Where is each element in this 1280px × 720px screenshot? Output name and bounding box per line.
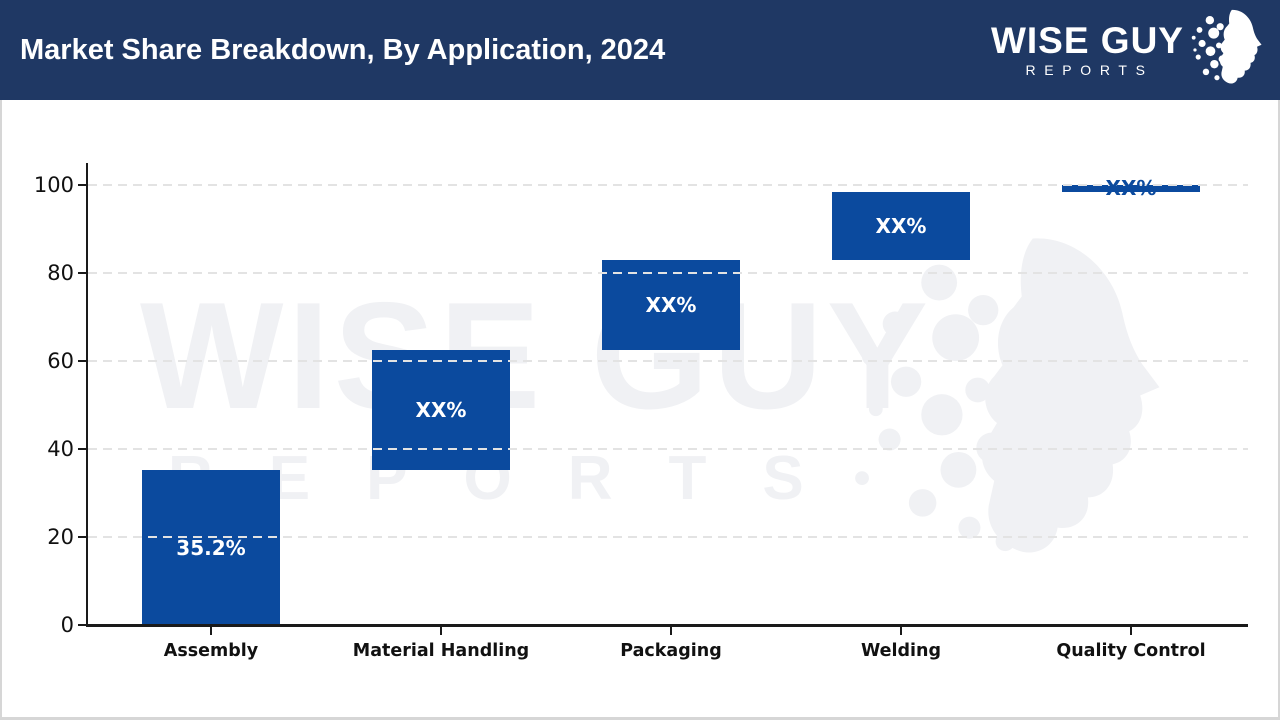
y-tick-mark <box>78 272 86 274</box>
x-axis-label-welding: Welding <box>860 641 942 661</box>
y-axis-tick-label: 40 <box>47 437 74 461</box>
page-border-bottom <box>0 717 1280 720</box>
brand-logo: WISE GUY REPORTS <box>991 6 1280 94</box>
bar-value-label: 35.2% <box>176 535 246 560</box>
header: Market Share Breakdown, By Application, … <box>0 0 1280 100</box>
y-tick-mark <box>78 184 86 186</box>
x-axis-label-material-handling: Material Handling <box>352 641 530 661</box>
x-tick-mark <box>440 627 442 635</box>
bar-value-label: XX% <box>875 213 927 238</box>
bar-value-label: XX% <box>1105 176 1157 201</box>
bar-welding <box>832 191 970 260</box>
y-axis-tick-label: 60 <box>47 349 74 373</box>
y-axis-tick-label: 100 <box>33 173 74 197</box>
bar-value-label: XX% <box>645 292 697 317</box>
gridline-20 <box>88 536 1248 538</box>
y-tick-mark <box>78 624 86 626</box>
bar-assembly <box>142 470 280 625</box>
x-tick-mark <box>900 627 902 635</box>
gridline-80 <box>88 272 1248 274</box>
watermark-head-icon <box>838 222 1178 584</box>
page-border-right <box>1278 100 1280 720</box>
bar-value-label: XX% <box>415 398 467 423</box>
x-axis-line <box>86 624 1248 627</box>
x-axis-label-quality-control: Quality Control <box>1056 641 1206 661</box>
y-axis-tick-label: 0 <box>60 613 74 637</box>
y-axis-line <box>86 163 88 627</box>
bar-material-handling <box>372 350 510 471</box>
bar-quality-control <box>1062 185 1200 192</box>
page-title: Market Share Breakdown, By Application, … <box>20 33 666 66</box>
page-border-left <box>0 100 2 720</box>
x-tick-mark <box>210 627 212 635</box>
x-tick-mark <box>670 627 672 635</box>
gridline-40 <box>88 448 1248 450</box>
x-axis-label-assembly: Assembly <box>163 641 259 661</box>
brand-subtitle: REPORTS <box>1025 62 1154 78</box>
brand-head-icon <box>1186 6 1266 94</box>
brand-name: WISE GUY <box>990 20 1184 61</box>
watermark-text-line1: WISE GUY <box>140 271 933 441</box>
gridline-100 <box>88 184 1248 186</box>
y-tick-mark <box>78 536 86 538</box>
x-tick-mark <box>1130 627 1132 635</box>
y-axis-tick-label: 80 <box>47 261 74 285</box>
x-axis-label-packaging: Packaging <box>620 641 722 661</box>
gridline-60 <box>88 360 1248 362</box>
y-tick-mark <box>78 360 86 362</box>
brand-logo-text: WISE GUY REPORTS <box>991 22 1184 78</box>
y-tick-mark <box>78 448 86 450</box>
y-axis-tick-label: 20 <box>47 525 74 549</box>
bar-packaging <box>602 259 740 350</box>
